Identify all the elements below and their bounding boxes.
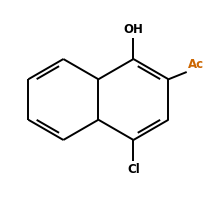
Text: Ac: Ac <box>188 58 204 71</box>
Text: Cl: Cl <box>127 163 140 176</box>
Text: OH: OH <box>124 23 143 36</box>
